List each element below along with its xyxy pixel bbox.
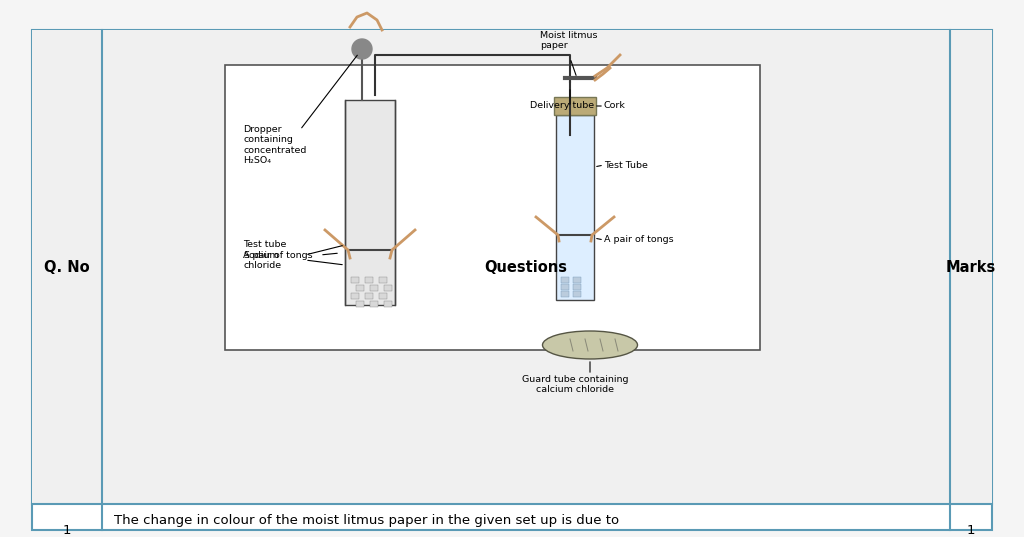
- Bar: [351, 293, 359, 299]
- Bar: [556, 115, 594, 300]
- Bar: [384, 285, 392, 291]
- Bar: [351, 277, 359, 283]
- Bar: [370, 285, 378, 291]
- Text: A pair of tongs: A pair of tongs: [243, 250, 312, 259]
- Bar: [370, 301, 378, 307]
- Text: Test Tube: Test Tube: [604, 161, 648, 170]
- Text: Test tube
Sodium
chloride: Test tube Sodium chloride: [243, 240, 287, 270]
- Text: Cork: Cork: [604, 101, 626, 111]
- Bar: [379, 293, 387, 299]
- Bar: [365, 277, 373, 283]
- Text: The change in colour of the moist litmus paper in the given set up is due to: The change in colour of the moist litmus…: [114, 514, 620, 527]
- Bar: [356, 301, 364, 307]
- Bar: [561, 291, 569, 297]
- Bar: [561, 277, 569, 283]
- Circle shape: [352, 39, 372, 59]
- Bar: [345, 100, 395, 305]
- Text: Q. No: Q. No: [44, 259, 90, 274]
- Text: Dropper
containing
concentrated
H₂SO₄: Dropper containing concentrated H₂SO₄: [243, 125, 306, 165]
- Bar: [379, 277, 387, 283]
- Bar: [356, 285, 364, 291]
- Text: Moist litmus
paper: Moist litmus paper: [540, 31, 597, 50]
- Bar: [384, 301, 392, 307]
- Bar: [573, 291, 581, 297]
- Bar: [365, 293, 373, 299]
- Text: 1: 1: [62, 524, 72, 537]
- Text: Marks: Marks: [946, 259, 996, 274]
- Bar: [561, 284, 569, 290]
- Text: Questions: Questions: [484, 259, 567, 274]
- Text: Delivery tube: Delivery tube: [530, 100, 594, 110]
- Text: A pair of tongs: A pair of tongs: [604, 236, 674, 244]
- Bar: [225, 65, 760, 350]
- Text: Guard tube containing
calcium chloride: Guard tube containing calcium chloride: [522, 375, 629, 394]
- Bar: [573, 284, 581, 290]
- Bar: [554, 97, 596, 115]
- Bar: [32, 30, 992, 504]
- Text: 1: 1: [967, 524, 975, 537]
- Bar: [573, 277, 581, 283]
- Ellipse shape: [543, 331, 638, 359]
